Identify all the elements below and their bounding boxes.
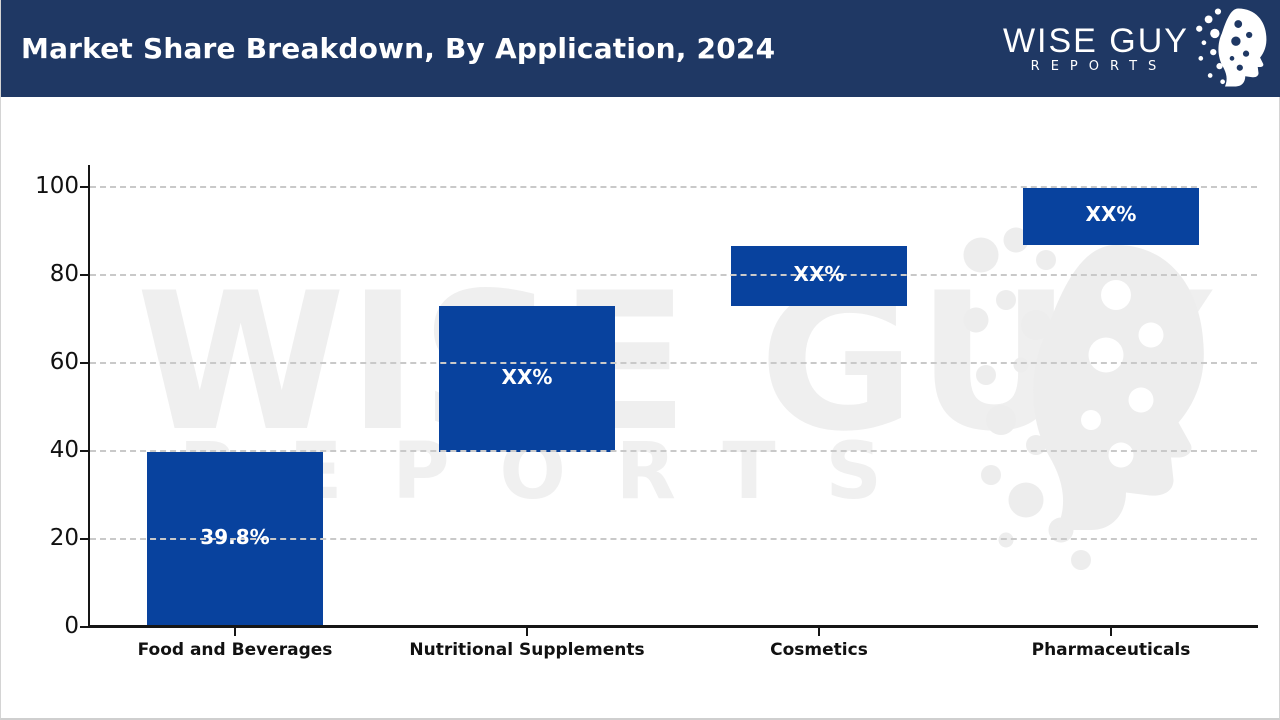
bar-value-label: XX%	[1085, 202, 1137, 227]
logo-text: WISE GUY REPORTS	[1003, 23, 1189, 75]
grid-line	[90, 450, 1257, 452]
y-tick-label: 0	[64, 613, 79, 639]
y-tick-mark	[80, 626, 88, 628]
x-tick-mark	[234, 628, 236, 636]
y-tick-mark	[80, 274, 88, 276]
x-tick-mark	[1110, 628, 1112, 636]
y-tick-label: 60	[49, 349, 79, 375]
y-tick-mark	[80, 362, 88, 364]
x-axis-line	[88, 625, 1258, 628]
bar-value-label: 39.8%	[200, 525, 270, 550]
y-axis-line	[88, 165, 90, 627]
grid-line	[90, 362, 1257, 364]
grid-line	[90, 186, 1257, 188]
y-tick-mark	[80, 538, 88, 540]
x-tick-label: Food and Beverages	[137, 640, 333, 660]
page-title: Market Share Breakdown, By Application, …	[21, 32, 776, 65]
y-tick-label: 80	[49, 261, 79, 287]
logo-wiseguy-label: WISE GUY	[1002, 21, 1189, 60]
grid-line	[90, 274, 1257, 276]
y-tick-mark	[80, 450, 88, 452]
y-tick-mark	[80, 186, 88, 188]
logo-reports-label: REPORTS	[1030, 58, 1168, 74]
bar-value-label: XX%	[501, 364, 553, 389]
x-tick-label: Pharmaceuticals	[1031, 640, 1191, 660]
logo-face-icon	[1196, 7, 1267, 86]
bar	[439, 305, 615, 452]
waterfall-chart: 0 20 40 60 80 100 39.8% Food and Beverages XX% Nu…	[1, 97, 1280, 720]
y-tick-label: 100	[35, 173, 79, 199]
x-tick-mark	[526, 628, 528, 636]
bar	[1023, 187, 1199, 246]
bar-value-label: XX%	[793, 261, 845, 286]
x-tick-label: Cosmetics	[770, 640, 868, 660]
x-tick-label: Nutritional Supplements	[409, 640, 645, 660]
x-tick-mark	[818, 628, 820, 636]
watermark-face-icon	[963, 227, 1204, 570]
header: Market Share Breakdown, By Application, …	[1, 0, 1280, 97]
grid-line	[90, 538, 1257, 540]
y-tick-label: 20	[49, 525, 79, 551]
y-tick-label: 40	[49, 437, 79, 463]
logo: WISE GUY REPORTS	[1003, 5, 1280, 93]
